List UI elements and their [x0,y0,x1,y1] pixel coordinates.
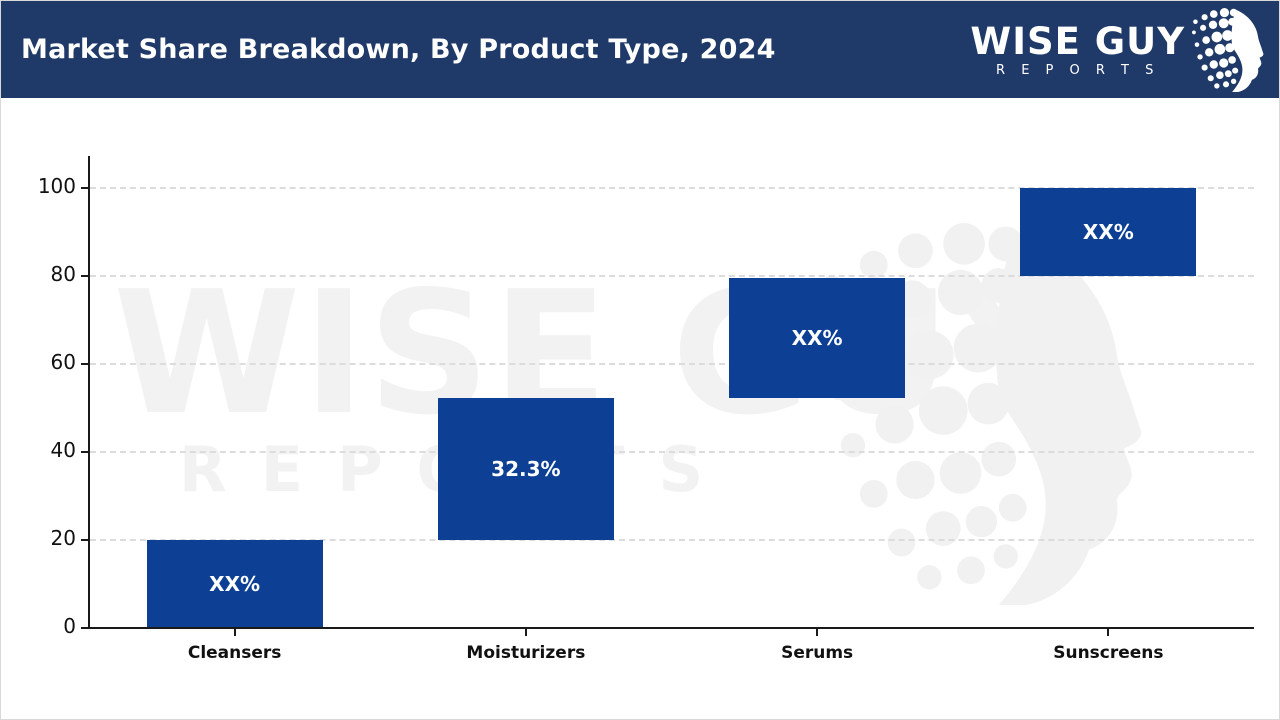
x-tick [233,628,236,636]
category-label: Moisturizers [466,643,586,663]
brand-name: WISE GUY [970,19,1185,63]
y-tick-label: 80 [50,262,76,286]
category-label: Cleansers [187,643,282,663]
bar: XX% [729,278,906,398]
x-tick [1107,628,1110,636]
brand-logo-text: WISE GUY R E P O R T S [970,23,1185,77]
x-tick [816,628,819,636]
y-axis-line [88,156,90,629]
watermark-head-icon [816,223,1142,605]
brand-subtitle: R E P O R T S [996,62,1160,78]
bar: XX% [146,540,323,628]
y-tick-label: 60 [50,350,76,374]
grid-line [90,275,1254,277]
y-tick [81,451,89,453]
grid-line [90,539,1254,541]
bar: 32.3% [437,397,614,540]
category-label: Serums [781,643,854,663]
grid-line [90,187,1254,189]
category-label: Sunscreens [1053,643,1164,663]
grid-line [90,451,1254,453]
grid-line [90,363,1254,365]
y-tick-label: 0 [63,614,76,638]
bar-value-label: XX% [1082,220,1134,244]
dotted-head-icon [1192,7,1264,92]
x-tick [524,628,527,636]
y-tick [81,539,89,541]
y-tick-label: 100 [37,174,76,198]
brand-logo: WISE GUY R E P O R T S [970,7,1265,92]
y-tick [81,187,89,189]
x-axis-line [88,627,1254,629]
bar-value-label: XX% [791,326,843,351]
y-tick [81,363,89,365]
bar-value-label: 32.3% [491,456,561,481]
y-tick-label: 20 [50,526,76,550]
y-tick-label: 40 [50,438,76,462]
bar: XX% [1020,188,1197,276]
y-tick [81,275,89,277]
chart-title: Market Share Breakdown, By Product Type,… [21,34,776,65]
header-bar: Market Share Breakdown, By Product Type,… [1,1,1279,98]
bar-value-label: XX% [209,572,261,596]
y-tick [81,627,89,629]
